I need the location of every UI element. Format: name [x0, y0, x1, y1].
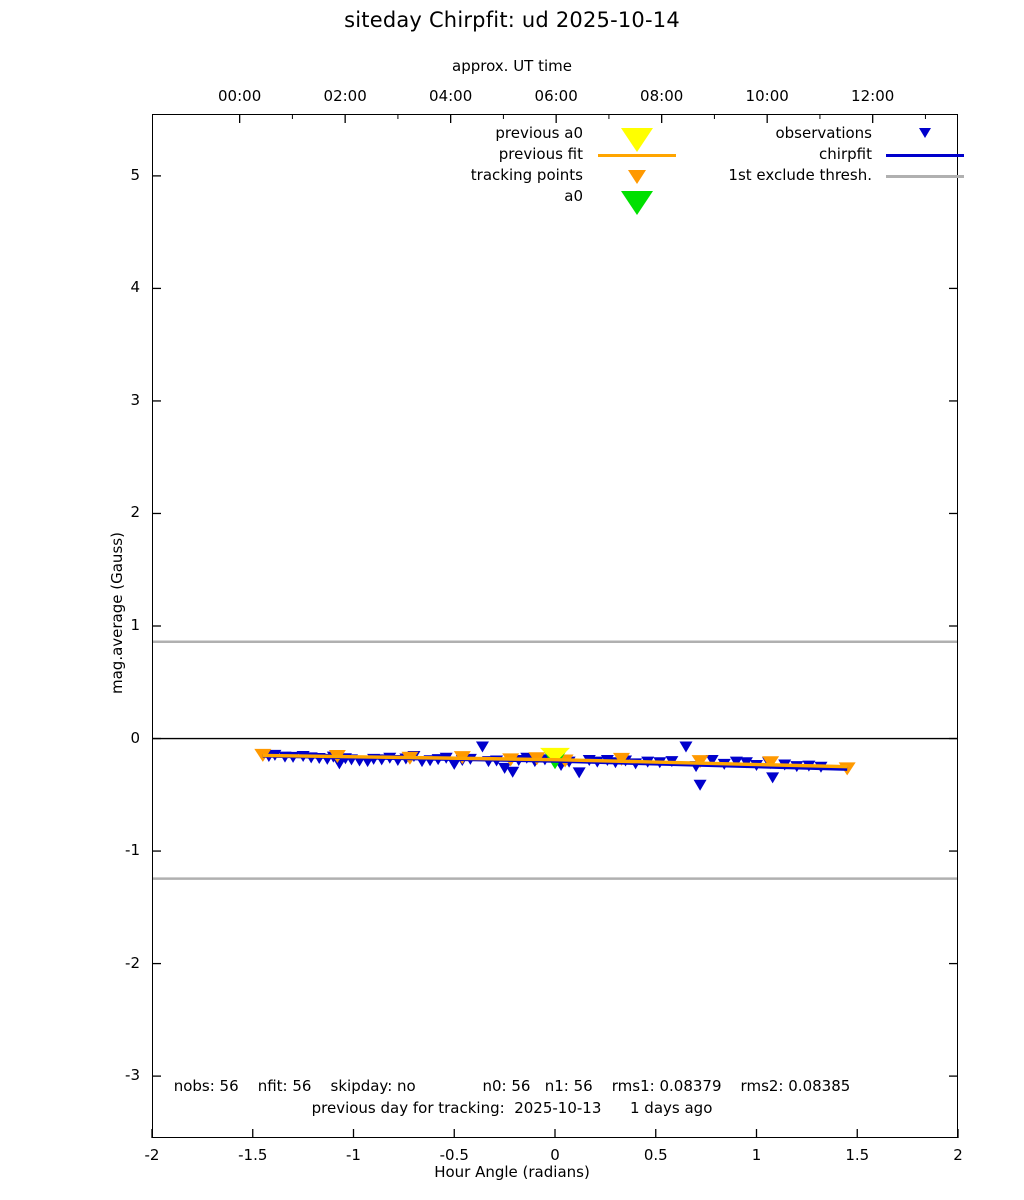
- data-point: [693, 779, 707, 791]
- x-tick-label: -0.5: [439, 1146, 469, 1164]
- top-tick-label: 04:00: [429, 87, 473, 105]
- legend-marker-line: [886, 175, 964, 178]
- data-point: [498, 762, 512, 774]
- top-tick-label: 12:00: [851, 87, 895, 105]
- legend-marker-line: [598, 154, 676, 157]
- y-tick-label: 0: [130, 728, 140, 747]
- y-tick-label: 4: [130, 278, 140, 297]
- data-point: [762, 756, 780, 770]
- legend-label-previous-a0: previous a0: [495, 124, 583, 142]
- legend-label-1st-exclude-thresh-: 1st exclude thresh.: [728, 166, 872, 184]
- data-point: [572, 767, 586, 779]
- x-axis-label: Hour Angle (radians): [434, 1163, 590, 1181]
- x-tick-label: 2: [953, 1146, 963, 1164]
- page-title: siteday Chirpfit: ud 2025-10-14: [344, 8, 680, 32]
- top-tick-label: 00:00: [218, 87, 262, 105]
- y-tick-label: 2: [130, 503, 140, 522]
- legend-marker-triangle-down-tiny: [918, 128, 931, 138]
- series-previous-a0: [540, 747, 570, 763]
- data-point: [766, 772, 780, 784]
- footer-stats-line: nobs: 56 nfit: 56 skipday: no n0: 56 n1:…: [173, 1077, 851, 1095]
- top-tick-label: 02:00: [323, 87, 367, 105]
- legend-marker-triangle-down-small: [628, 170, 646, 184]
- top-axis-label: approx. UT time: [452, 57, 572, 75]
- y-tick-label: 5: [130, 165, 140, 184]
- data-point: [612, 752, 630, 766]
- top-tick-label: 06:00: [534, 87, 578, 105]
- legend-marker-triangle-down-large: [621, 191, 653, 215]
- y-tick-label: 3: [130, 390, 140, 409]
- x-tick-label: -1.5: [238, 1146, 268, 1164]
- legend-marker-line: [886, 154, 964, 157]
- x-tick-label: 1.5: [845, 1146, 870, 1164]
- data-point: [729, 756, 743, 768]
- y-tick-label: -1: [125, 841, 140, 860]
- legend-label-a0: a0: [564, 187, 583, 205]
- legend-label-chirpfit: chirpfit: [819, 145, 872, 163]
- footer-tracking-line: previous day for tracking: 2025-10-13 1 …: [311, 1099, 713, 1117]
- x-tick-label: -2: [144, 1146, 160, 1164]
- y-tick-label: -3: [125, 1066, 140, 1085]
- data-point: [475, 741, 489, 753]
- y-axis-label: mag.average (Gauss): [108, 531, 126, 694]
- data-point: [447, 758, 461, 770]
- x-tick-label: -1: [346, 1146, 361, 1164]
- legend-label-previous-fit: previous fit: [498, 145, 583, 163]
- series-previous-fit: [262, 753, 848, 769]
- legend-label-observations: observations: [775, 124, 872, 142]
- data-point: [705, 754, 719, 766]
- x-tick-label: 0.5: [643, 1146, 668, 1164]
- top-tick-label: 08:00: [640, 87, 684, 105]
- x-tick-label: 0: [550, 1146, 560, 1164]
- legend-label-tracking-points: tracking points: [470, 166, 583, 184]
- legend-marker-triangle-down-large: [621, 128, 653, 152]
- x-tick-label: 1: [751, 1146, 762, 1164]
- y-tick-label: 1: [130, 616, 140, 634]
- data-point: [540, 747, 570, 763]
- y-tick-label: -2: [125, 953, 140, 972]
- top-tick-label: 10:00: [745, 87, 789, 105]
- data-point: [506, 766, 520, 778]
- data-point: [679, 741, 693, 753]
